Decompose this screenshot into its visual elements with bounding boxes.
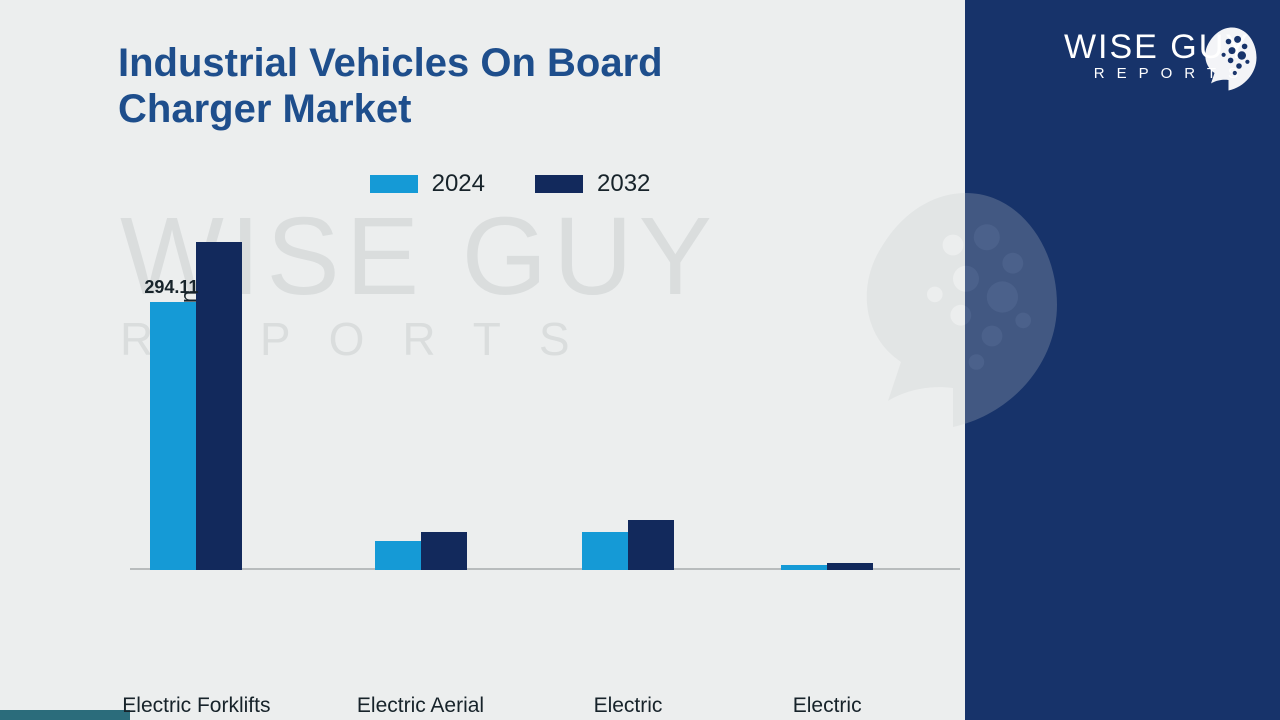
bar-2024 [582,532,628,570]
bar-2024 [150,302,196,570]
bar-2032 [827,563,873,570]
bar-2024 [375,541,421,570]
report-canvas: WISE GUY REPORTS Industrial Vehicles On … [0,0,1280,720]
category-label: Electric Forklifts [121,694,271,718]
bar-chart: Market Size in USD Billion 2024 2032 294… [60,170,960,690]
chart-title: Industrial Vehicles On Board Charger Mar… [118,40,738,132]
value-label: 294.11 [144,277,198,298]
category-label: Electric Sweepers And Scrubbers [752,694,902,720]
accent-strip [0,710,130,720]
bar-2032 [421,532,467,570]
legend-swatch [370,175,418,193]
legend-swatch [535,175,583,193]
bar-2024 [781,565,827,570]
brand-logo: WISE GUY REPORTS [990,28,1250,82]
bar-pair [375,532,467,570]
bar-pair [582,520,674,570]
brand-head-icon [1190,24,1260,94]
plot-area: 294.11Electric ForkliftsElectric Aerial … [130,224,960,570]
legend-item-2032: 2032 [535,170,650,198]
legend: 2024 2032 [60,170,960,198]
legend-label: 2032 [597,170,650,198]
bar-pair [781,563,873,570]
bar-2032 [196,242,242,570]
category-label: Electric Loaders [553,694,703,720]
category-label: Electric Aerial Work Platforms [346,694,496,720]
bar-2032 [628,520,674,570]
legend-item-2024: 2024 [370,170,485,198]
brand-panel [965,0,1280,720]
legend-label: 2024 [432,170,485,198]
